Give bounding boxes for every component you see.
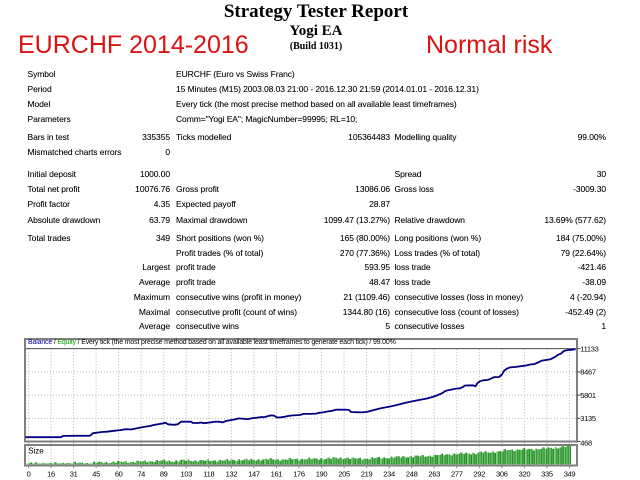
svg-text:147: 147	[248, 470, 260, 479]
svg-text:Size: Size	[28, 446, 44, 455]
svg-text:468: 468	[580, 438, 592, 447]
svg-text:219: 219	[361, 470, 373, 479]
svg-text:205: 205	[338, 470, 350, 479]
svg-text:292: 292	[473, 470, 485, 479]
svg-text:349: 349	[564, 470, 576, 479]
svg-text:5801: 5801	[580, 391, 596, 400]
svg-text:89: 89	[160, 470, 168, 479]
svg-text:248: 248	[406, 470, 418, 479]
svg-text:Balance / Equity / Every tick: Balance / Equity / Every tick (the most …	[28, 339, 396, 346]
svg-text:16: 16	[47, 470, 55, 479]
svg-text:263: 263	[428, 470, 440, 479]
svg-text:161: 161	[271, 470, 283, 479]
svg-text:335: 335	[541, 470, 553, 479]
svg-text:31: 31	[70, 470, 78, 479]
svg-text:320: 320	[519, 470, 531, 479]
svg-text:11133: 11133	[580, 345, 598, 354]
svg-text:306: 306	[496, 470, 508, 479]
svg-text:0: 0	[27, 470, 31, 479]
svg-text:45: 45	[92, 470, 100, 479]
svg-text:8467: 8467	[580, 368, 596, 377]
svg-text:60: 60	[115, 470, 123, 479]
svg-text:234: 234	[383, 470, 395, 479]
svg-text:277: 277	[451, 470, 463, 479]
svg-text:190: 190	[316, 470, 328, 479]
svg-text:176: 176	[293, 470, 305, 479]
svg-text:132: 132	[226, 470, 238, 479]
svg-text:74: 74	[137, 470, 145, 479]
svg-text:3135: 3135	[580, 414, 596, 423]
svg-text:103: 103	[180, 470, 192, 479]
svg-text:118: 118	[203, 470, 214, 479]
